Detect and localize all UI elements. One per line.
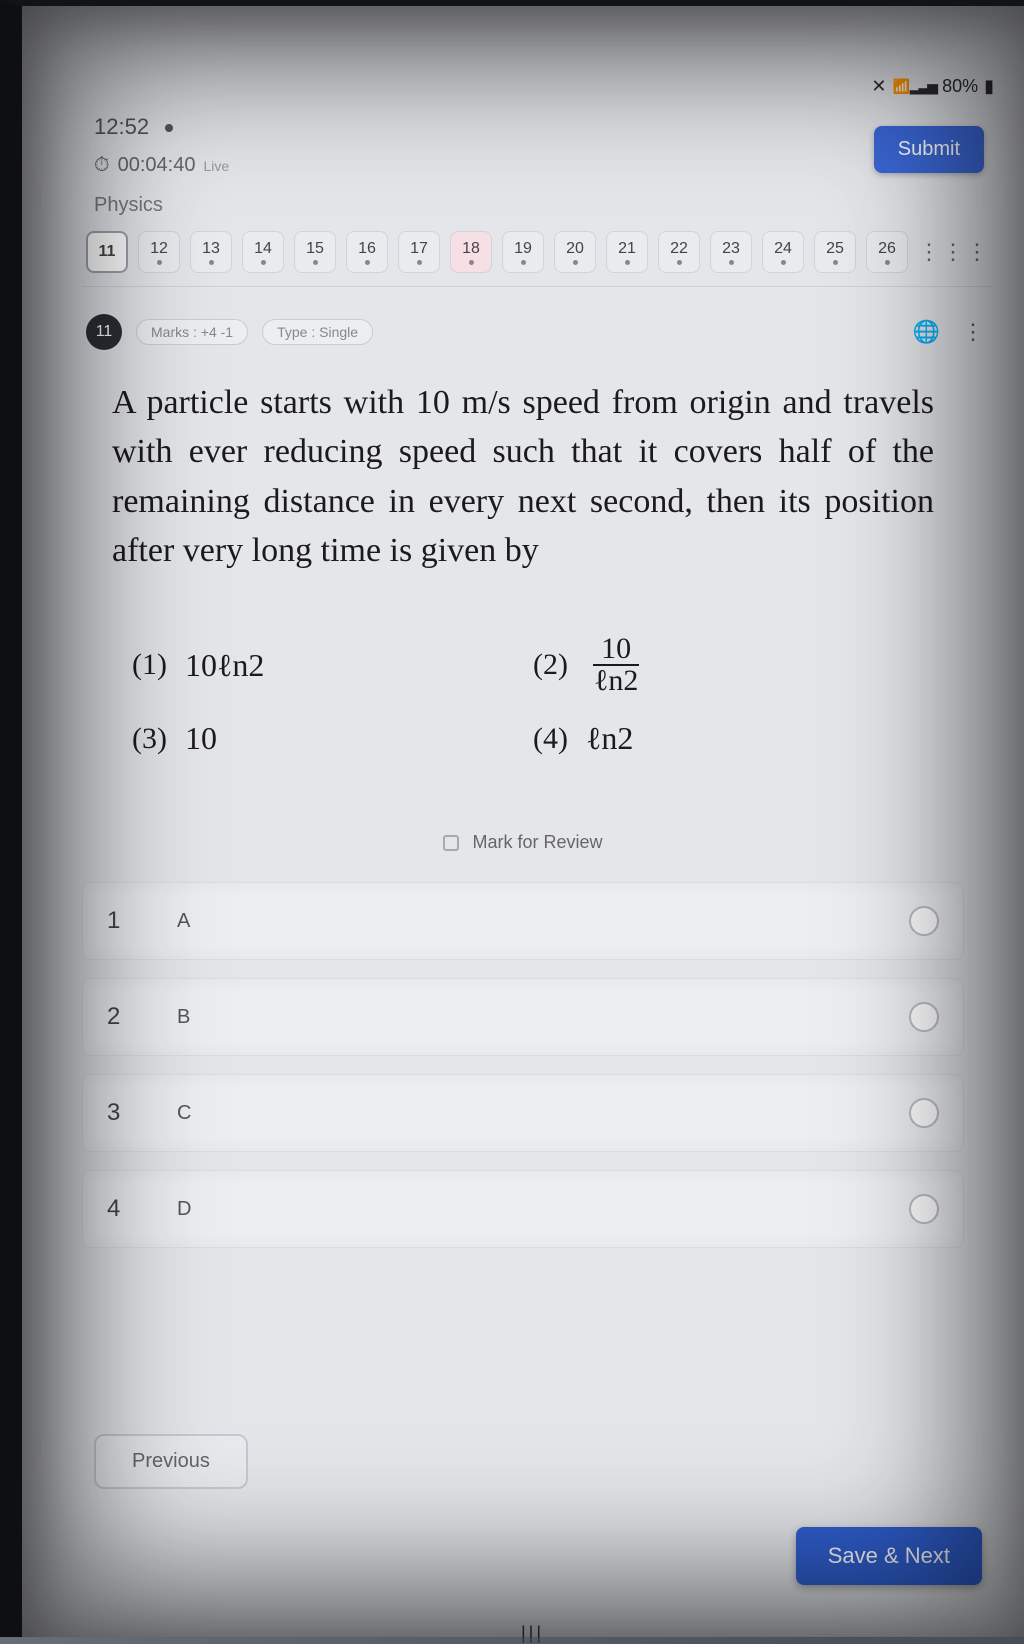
option-label: (3) bbox=[132, 722, 167, 756]
tablet-frame: ✕ 📶 ▂▃▅ 80% ▮ 12:52 ⏱ 00:04:40 Live Subm… bbox=[0, 0, 1024, 1637]
time-text: 12:52 bbox=[94, 114, 149, 139]
battery-text: 80% bbox=[942, 76, 978, 97]
live-label: Live bbox=[203, 158, 229, 174]
qnum-label: 14 bbox=[254, 240, 272, 258]
save-next-button[interactable]: Save & Next bbox=[796, 1527, 982, 1585]
rec-dot-icon bbox=[165, 124, 173, 132]
radio-icon[interactable] bbox=[909, 1002, 939, 1032]
answer-letter: A bbox=[177, 910, 190, 933]
clock-icon: ⏱ bbox=[94, 154, 110, 177]
qnum-11[interactable]: 11 bbox=[86, 231, 128, 273]
battery-icon: ▮ bbox=[984, 76, 994, 97]
grid-icon[interactable]: ⋮⋮⋮ bbox=[918, 239, 990, 265]
qnum-label: 15 bbox=[306, 240, 324, 258]
question-number-row: 11 12 13 14 15 16 17 18 19 20 21 22 23 2… bbox=[86, 231, 984, 273]
qnum-17[interactable]: 17 bbox=[398, 231, 440, 273]
option-3: (3) 10 bbox=[132, 720, 533, 757]
qnum-12[interactable]: 12 bbox=[138, 231, 180, 273]
option-1: (1) 10ℓn2 bbox=[132, 634, 533, 696]
subject-label: Physics bbox=[94, 194, 163, 217]
kebab-icon[interactable]: ⋮ bbox=[962, 319, 984, 345]
qnum-label: 12 bbox=[150, 240, 168, 258]
language-icon[interactable]: 🌐 bbox=[913, 319, 940, 345]
type-pill: Type : Single bbox=[262, 319, 373, 345]
qnum-22[interactable]: 22 bbox=[658, 231, 700, 273]
fraction-den: ℓn2 bbox=[586, 666, 646, 696]
answer-row-1[interactable]: 1 A bbox=[82, 882, 964, 960]
device-time: 12:52 bbox=[94, 114, 173, 140]
answer-letter: D bbox=[177, 1198, 191, 1221]
qnum-label: 25 bbox=[826, 240, 844, 258]
qnum-label: 17 bbox=[410, 240, 428, 258]
answer-number: 3 bbox=[107, 1099, 177, 1127]
option-4: (4) ℓn2 bbox=[533, 720, 934, 757]
answer-row-3[interactable]: 3 C bbox=[82, 1074, 964, 1152]
answer-letter: C bbox=[177, 1102, 191, 1125]
qnum-15[interactable]: 15 bbox=[294, 231, 336, 273]
qnum-label: 13 bbox=[202, 240, 220, 258]
answer-row-2[interactable]: 2 B bbox=[82, 978, 964, 1056]
qnum-13[interactable]: 13 bbox=[190, 231, 232, 273]
qnum-label: 21 bbox=[618, 240, 636, 258]
nav-handle-icon: ||| bbox=[521, 1623, 525, 1627]
qnum-20[interactable]: 20 bbox=[554, 231, 596, 273]
fraction: 10 ℓn2 bbox=[586, 634, 646, 696]
qnum-label: 23 bbox=[722, 240, 740, 258]
qnum-label: 24 bbox=[774, 240, 792, 258]
qnum-label: 20 bbox=[566, 240, 584, 258]
signal-icon: 📶 ▂▃▅ bbox=[892, 78, 936, 95]
qnum-label: 26 bbox=[878, 240, 896, 258]
previous-button[interactable]: Previous bbox=[94, 1434, 248, 1489]
fraction-num: 10 bbox=[593, 634, 639, 666]
qnum-23[interactable]: 23 bbox=[710, 231, 752, 273]
qnum-26[interactable]: 26 bbox=[866, 231, 908, 273]
option-text: 10 bbox=[185, 720, 217, 757]
radio-icon[interactable] bbox=[909, 1098, 939, 1128]
mark-review-label: Mark for Review bbox=[472, 832, 602, 852]
answer-row-4[interactable]: 4 D bbox=[82, 1170, 964, 1248]
option-text: 10ℓn2 bbox=[185, 647, 264, 684]
qnum-label: 22 bbox=[670, 240, 688, 258]
answer-number: 2 bbox=[107, 1003, 177, 1031]
qnum-19[interactable]: 19 bbox=[502, 231, 544, 273]
qnum-label: 11 bbox=[99, 243, 116, 261]
divider bbox=[82, 286, 994, 287]
checkbox-icon[interactable] bbox=[443, 835, 459, 851]
radio-icon[interactable] bbox=[909, 906, 939, 936]
mark-for-review[interactable]: Mark for Review bbox=[22, 832, 1024, 853]
qnum-25[interactable]: 25 bbox=[814, 231, 856, 273]
option-label: (4) bbox=[533, 722, 568, 756]
qnum-14[interactable]: 14 bbox=[242, 231, 284, 273]
timer-value: 00:04:40 bbox=[118, 154, 196, 177]
option-text: ℓn2 bbox=[586, 720, 633, 757]
exam-timer: ⏱ 00:04:40 Live bbox=[94, 154, 229, 177]
answer-number: 4 bbox=[107, 1195, 177, 1223]
qnum-label: 16 bbox=[358, 240, 376, 258]
radio-icon[interactable] bbox=[909, 1194, 939, 1224]
qnum-label: 18 bbox=[462, 240, 480, 258]
answer-number: 1 bbox=[107, 907, 177, 935]
question-text: A particle starts with 10 m/s speed from… bbox=[112, 378, 934, 575]
qnum-label: 19 bbox=[514, 240, 532, 258]
mute-icon: ✕ bbox=[871, 76, 886, 97]
qnum-21[interactable]: 21 bbox=[606, 231, 648, 273]
qnum-16[interactable]: 16 bbox=[346, 231, 388, 273]
option-label: (1) bbox=[132, 648, 167, 682]
option-2: (2) 10 ℓn2 bbox=[533, 634, 934, 696]
question-index-circle: 11 bbox=[86, 314, 122, 350]
qnum-18[interactable]: 18 bbox=[450, 231, 492, 273]
question-meta: 11 Marks : +4 -1 Type : Single 🌐 ⋮ bbox=[86, 314, 984, 350]
options-block: (1) 10ℓn2 (2) 10 ℓn2 (3) 10 (4) ℓn2 bbox=[132, 634, 934, 781]
marks-pill: Marks : +4 -1 bbox=[136, 319, 248, 345]
answer-letter: B bbox=[177, 1006, 190, 1029]
status-bar: ✕ 📶 ▂▃▅ 80% ▮ bbox=[871, 76, 994, 97]
submit-button[interactable]: Submit bbox=[874, 126, 984, 173]
option-label: (2) bbox=[533, 648, 568, 682]
answer-list: 1 A 2 B 3 C 4 D bbox=[82, 882, 964, 1248]
qnum-24[interactable]: 24 bbox=[762, 231, 804, 273]
